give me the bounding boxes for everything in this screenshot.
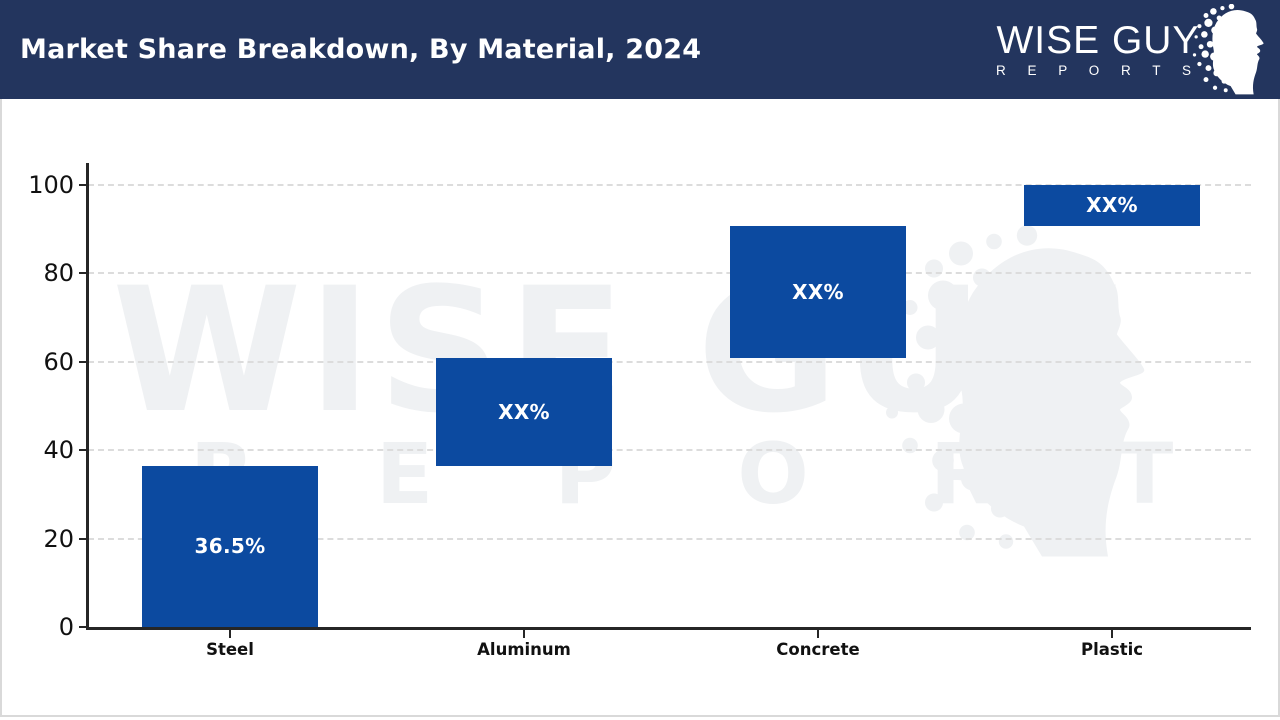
- gridline-y100: [88, 184, 1251, 186]
- y-axis-tick-label: 0: [58, 613, 74, 641]
- gridline-y20: [88, 537, 1251, 540]
- x-axis-tick: [523, 629, 525, 638]
- gridline-y60: [88, 360, 1251, 363]
- bar-aluminum: XX%: [436, 358, 612, 466]
- bar-plastic: XX%: [1024, 185, 1200, 226]
- watermark-head-icon: [886, 225, 1145, 557]
- y-axis-tick-label: 60: [43, 347, 74, 376]
- x-axis-tick: [817, 629, 819, 638]
- y-axis-tick: [79, 449, 88, 452]
- y-axis-line: [86, 163, 89, 629]
- y-axis-tick-label: 80: [43, 259, 74, 288]
- x-axis-tick: [229, 629, 231, 638]
- header-bar: Market Share Breakdown, By Material, 202…: [0, 0, 1280, 99]
- y-axis-tick: [79, 626, 88, 628]
- bar-steel: 36.5%: [142, 465, 318, 627]
- y-axis-tick: [79, 272, 88, 275]
- bar-concrete: XX%: [730, 225, 906, 359]
- x-axis-category-label: Steel: [206, 640, 254, 659]
- wiseguy-head-icon: [1192, 3, 1264, 94]
- page-title: Market Share Breakdown, By Material, 202…: [20, 34, 702, 65]
- wiseguy-logo: WISE GUY R E P O R T S: [996, 3, 1272, 96]
- wiseguy-logo-text: WISE GUY R E P O R T S: [996, 21, 1200, 78]
- logo-subtitle: R E P O R T S: [995, 63, 1200, 78]
- logo-wordmark: WISE GUY: [996, 19, 1200, 62]
- x-axis-line: [86, 627, 1251, 630]
- y-axis-tick-label: 100: [28, 171, 74, 199]
- y-axis-tick-label: 20: [43, 524, 74, 553]
- bar-value-label: XX%: [1086, 193, 1138, 218]
- bar-value-label: 36.5%: [194, 534, 266, 559]
- bar-value-label: XX%: [498, 399, 550, 424]
- y-axis-tick-label: 40: [43, 436, 74, 465]
- x-axis-category-label: Aluminum: [477, 640, 571, 659]
- x-axis-category-label: Plastic: [1080, 640, 1144, 659]
- bar-value-label: XX%: [792, 279, 844, 304]
- y-axis-tick: [79, 360, 88, 363]
- x-axis-category-label: Concrete: [776, 640, 860, 659]
- gridline-y80: [88, 272, 1251, 275]
- gridline-y40: [88, 449, 1251, 452]
- y-axis-tick: [79, 537, 88, 540]
- y-axis-tick: [79, 184, 88, 186]
- x-axis-tick: [1111, 629, 1113, 638]
